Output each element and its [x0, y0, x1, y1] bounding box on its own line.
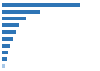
Bar: [2, 23, 19, 27]
Bar: [2, 51, 8, 54]
Bar: [2, 10, 40, 13]
Bar: [2, 37, 13, 41]
Bar: [2, 58, 7, 61]
Bar: [2, 44, 10, 48]
Bar: [2, 17, 26, 20]
Bar: [2, 30, 16, 34]
Bar: [2, 64, 5, 68]
Bar: [2, 3, 80, 7]
